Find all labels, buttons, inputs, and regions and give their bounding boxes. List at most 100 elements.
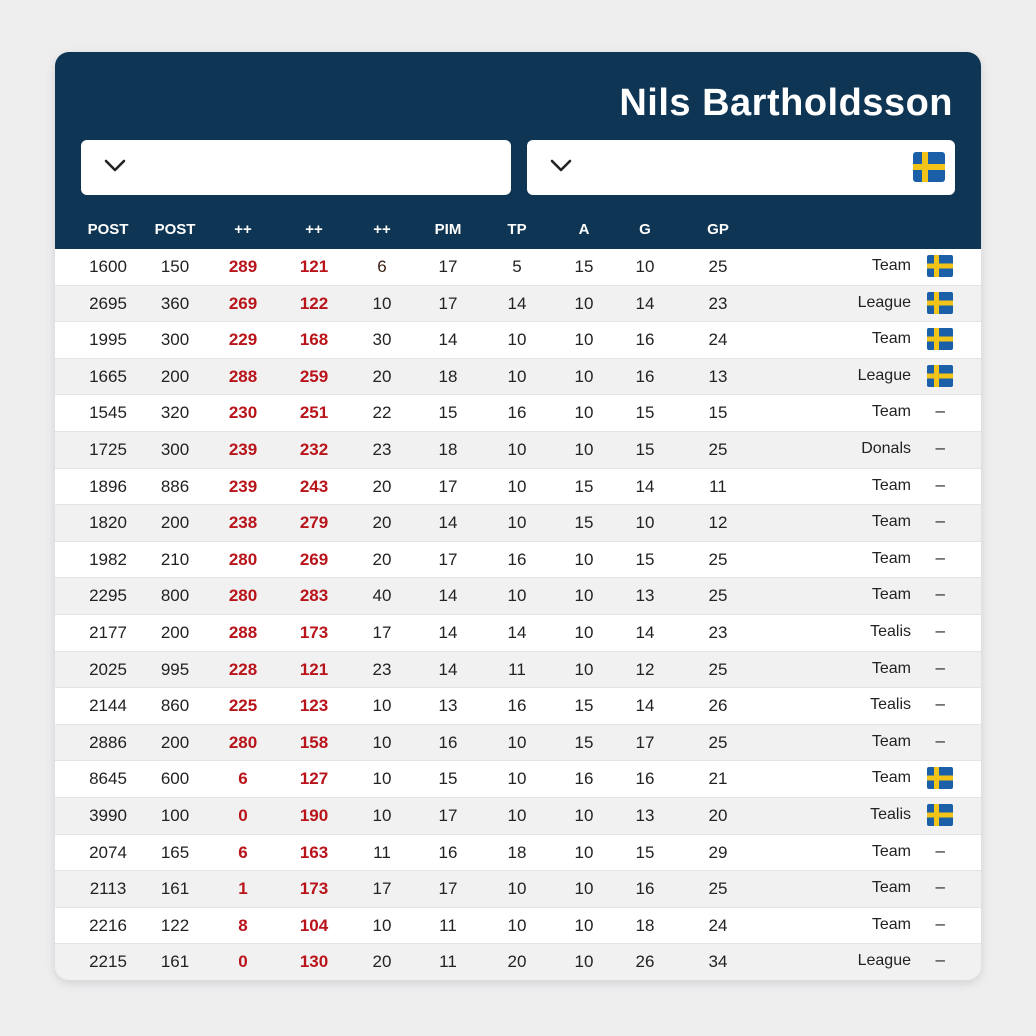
cell-g: 14: [635, 293, 655, 313]
cell-gp: 25: [708, 586, 728, 606]
cell-c2: 158: [299, 732, 329, 752]
table-row[interactable]: 2295 800 280 283 40 14 10 10 13 25 Team –: [55, 578, 981, 615]
table-row[interactable]: 1820 200 238 279 20 14 10 15 10 12 Team –: [55, 505, 981, 542]
cell-pim: 17: [438, 257, 458, 276]
table-row[interactable]: 2177 200 288 173 17 14 14 10 14 23 Tealis –: [55, 615, 981, 652]
team-name: Team: [871, 769, 911, 787]
cell-a: 10: [574, 403, 594, 423]
no-flag-dash: –: [935, 877, 945, 897]
cell-c2: 173: [299, 622, 329, 642]
cell-c2: 190: [299, 805, 329, 825]
cell-post2: 1995: [89, 330, 127, 350]
column-header[interactable]: ++: [373, 221, 391, 238]
cell-c1: 10: [372, 805, 392, 825]
cell-post2: 2144: [89, 696, 127, 716]
table-row[interactable]: 1545 320 230 251 22 15 16 10 15 15 Team –: [55, 395, 981, 432]
cell-c1: 40: [372, 586, 392, 606]
cell-pim: 15: [438, 769, 458, 789]
table-row[interactable]: 3990 100 0 190 10 17 10 10 13 20 Tealis: [55, 797, 981, 835]
column-header[interactable]: TP: [507, 221, 527, 238]
table-row[interactable]: 2074 165 6 163 11 16 18 10 15 29 Team –: [55, 835, 981, 872]
cell-a: 10: [574, 659, 594, 679]
no-flag-dash: –: [935, 840, 945, 860]
cell-post2: 1896: [89, 476, 127, 496]
table-row[interactable]: 1896 886 239 243 20 17 10 15 14 11 Team –: [55, 469, 981, 506]
league-select[interactable]: [527, 140, 955, 195]
no-flag-dash: –: [935, 730, 945, 750]
team-name: Tealis: [870, 622, 911, 640]
table-row[interactable]: 2886 200 280 158 10 16 10 15 17 25 Team –: [55, 724, 981, 762]
cell-c2: 251: [299, 403, 329, 423]
cell-pim: 11: [439, 915, 457, 935]
column-header[interactable]: GP: [707, 221, 729, 238]
cell-gp: 12: [708, 513, 728, 533]
column-header[interactable]: ++: [305, 221, 323, 238]
season-select[interactable]: [81, 140, 511, 195]
table-row[interactable]: 2113 161 1 173 17 17 10 10 16 25 Team –: [55, 871, 981, 908]
cell-c2: 243: [299, 476, 329, 496]
cell-post2: 2695: [89, 293, 127, 313]
team-name: League: [857, 293, 911, 311]
cell-c3: 0: [238, 805, 248, 825]
no-flag-dash: –: [935, 547, 945, 567]
cell-c2: 127: [299, 769, 329, 789]
cell-post1: 122: [160, 915, 190, 935]
cell-g: 17: [635, 732, 655, 752]
table-row[interactable]: 2215 161 0 130 20 11 20 10 26 34 League –: [55, 944, 981, 980]
column-headers: POST POST ++ ++ ++ PIM TP A G GP: [55, 217, 981, 245]
cell-c3: 239: [228, 476, 258, 496]
cell-c1: 10: [372, 293, 392, 313]
column-header[interactable]: G: [639, 221, 651, 238]
cell-pim: 13: [438, 696, 458, 716]
cell-a: 10: [574, 915, 594, 935]
cell-a: 15: [574, 257, 594, 276]
cell-post2: 1600: [89, 257, 127, 276]
table-row[interactable]: 2695 360 269 122 10 17 14 10 14 23 League: [55, 285, 981, 323]
table-row[interactable]: 2025 995 228 121 23 14 11 10 12 25 Team –: [55, 651, 981, 689]
cell-tp: 20: [507, 952, 527, 972]
table-row[interactable]: 2144 860 225 123 10 13 16 15 14 26 Tealis –: [55, 688, 981, 725]
table-row[interactable]: 2216 122 8 104 10 11 10 10 18 24 Team –: [55, 908, 981, 945]
cell-c1: 11: [373, 842, 391, 862]
cell-gp: 25: [708, 257, 728, 276]
cell-c3: 289: [228, 257, 258, 276]
cell-post1: 860: [160, 696, 190, 716]
column-header[interactable]: PIM: [434, 221, 462, 238]
cell-c1: 10: [372, 769, 392, 789]
cell-c1: 30: [372, 330, 392, 350]
cell-tp: 10: [507, 805, 527, 825]
chevron-down-icon: [104, 159, 126, 172]
table-row[interactable]: 1600 150 289 121 6 17 5 15 10 25 Team: [55, 249, 981, 286]
cell-gp: 25: [708, 879, 728, 899]
column-header[interactable]: A: [578, 221, 590, 238]
table-row[interactable]: 1995 300 229 168 30 14 10 10 16 24 Team: [55, 322, 981, 359]
cell-post1: 100: [160, 805, 190, 825]
no-flag-dash: –: [935, 913, 945, 933]
table-row[interactable]: 1725 300 239 232 23 18 10 10 15 25 Donals –: [55, 431, 981, 469]
cell-post1: 995: [160, 659, 190, 679]
cell-c2: 269: [299, 549, 329, 569]
sweden-flag-icon: [927, 328, 953, 351]
sweden-flag-icon: [927, 291, 953, 314]
no-flag-dash: –: [935, 511, 945, 531]
cell-g: 14: [635, 696, 655, 716]
column-header[interactable]: POST: [87, 221, 129, 238]
cell-gp: 25: [708, 549, 728, 569]
cell-c3: 288: [228, 366, 258, 386]
cell-g: 15: [635, 439, 655, 459]
cell-c1: 17: [372, 622, 392, 642]
cell-gp: 25: [708, 439, 728, 459]
cell-post2: 1665: [89, 366, 127, 386]
cell-pim: 17: [438, 549, 458, 569]
stats-table-body: 1600 150 289 121 6 17 5 15 10 25 Team 2695 360 269 122…: [55, 249, 981, 980]
cell-c3: 280: [228, 732, 258, 752]
cell-gp: 25: [708, 732, 728, 752]
cell-tp: 18: [507, 842, 527, 862]
cell-pim: 11: [439, 952, 457, 972]
column-header[interactable]: POST: [154, 221, 196, 238]
table-row[interactable]: 1982 210 280 269 20 17 16 10 15 25 Team –: [55, 542, 981, 579]
table-row[interactable]: 1665 200 288 259 20 18 10 10 16 13 League: [55, 358, 981, 396]
column-header[interactable]: ++: [234, 221, 252, 238]
cell-gp: 34: [708, 952, 728, 972]
table-row[interactable]: 8645 600 6 127 10 15 10 16 16 21 Team: [55, 761, 981, 798]
